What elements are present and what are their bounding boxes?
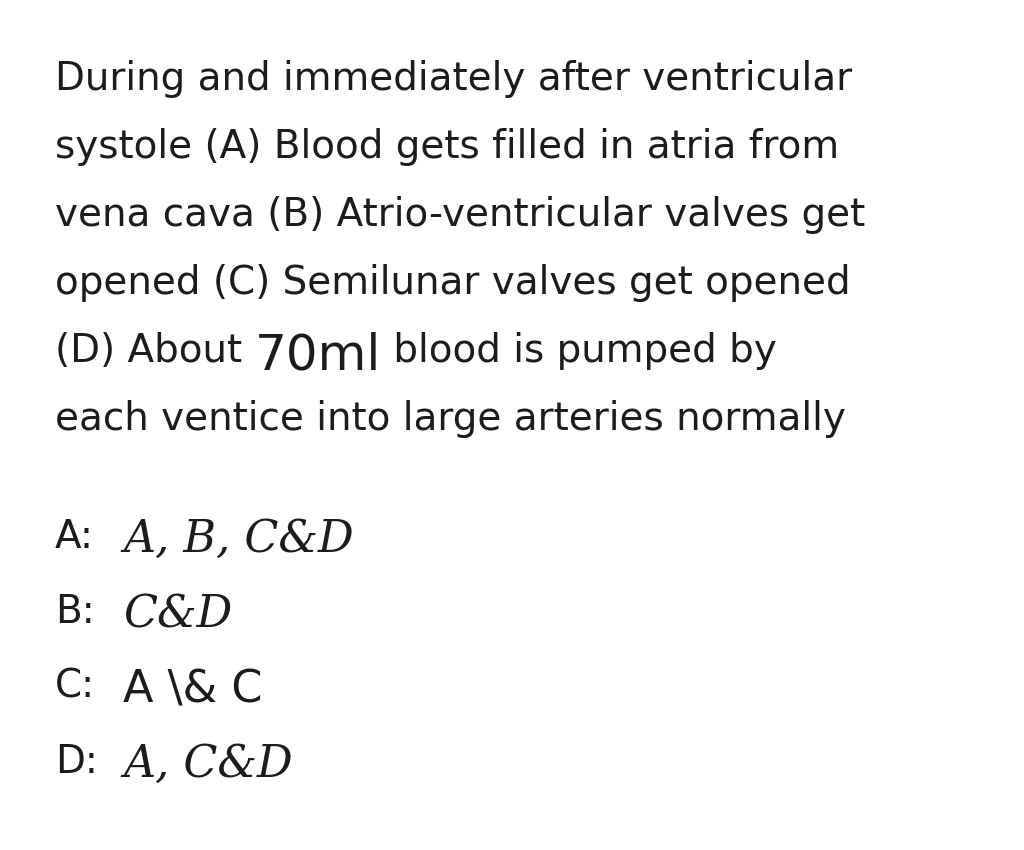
Text: 70ml: 70ml	[255, 332, 381, 380]
Text: blood is pumped by: blood is pumped by	[381, 332, 776, 370]
Text: A, C&D: A, C&D	[123, 743, 293, 786]
Text: A, B, C&D: A, B, C&D	[123, 518, 353, 561]
Text: C:: C:	[55, 668, 95, 706]
Text: C&D: C&D	[123, 593, 232, 636]
Text: each ventice into large arteries normally: each ventice into large arteries normall…	[55, 400, 846, 438]
Text: D:: D:	[55, 743, 98, 781]
Text: opened (C) Semilunar valves get opened: opened (C) Semilunar valves get opened	[55, 264, 851, 302]
Text: (D) About: (D) About	[55, 332, 255, 370]
Text: A \& C: A \& C	[123, 668, 262, 711]
Text: systole (A) Blood gets filled in atria from: systole (A) Blood gets filled in atria f…	[55, 128, 839, 166]
Text: B:: B:	[55, 593, 95, 631]
Text: vena cava (B) Atrio-ventricular valves get: vena cava (B) Atrio-ventricular valves g…	[55, 196, 865, 234]
Text: During and immediately after ventricular: During and immediately after ventricular	[55, 60, 852, 98]
Text: A:: A:	[55, 518, 94, 556]
